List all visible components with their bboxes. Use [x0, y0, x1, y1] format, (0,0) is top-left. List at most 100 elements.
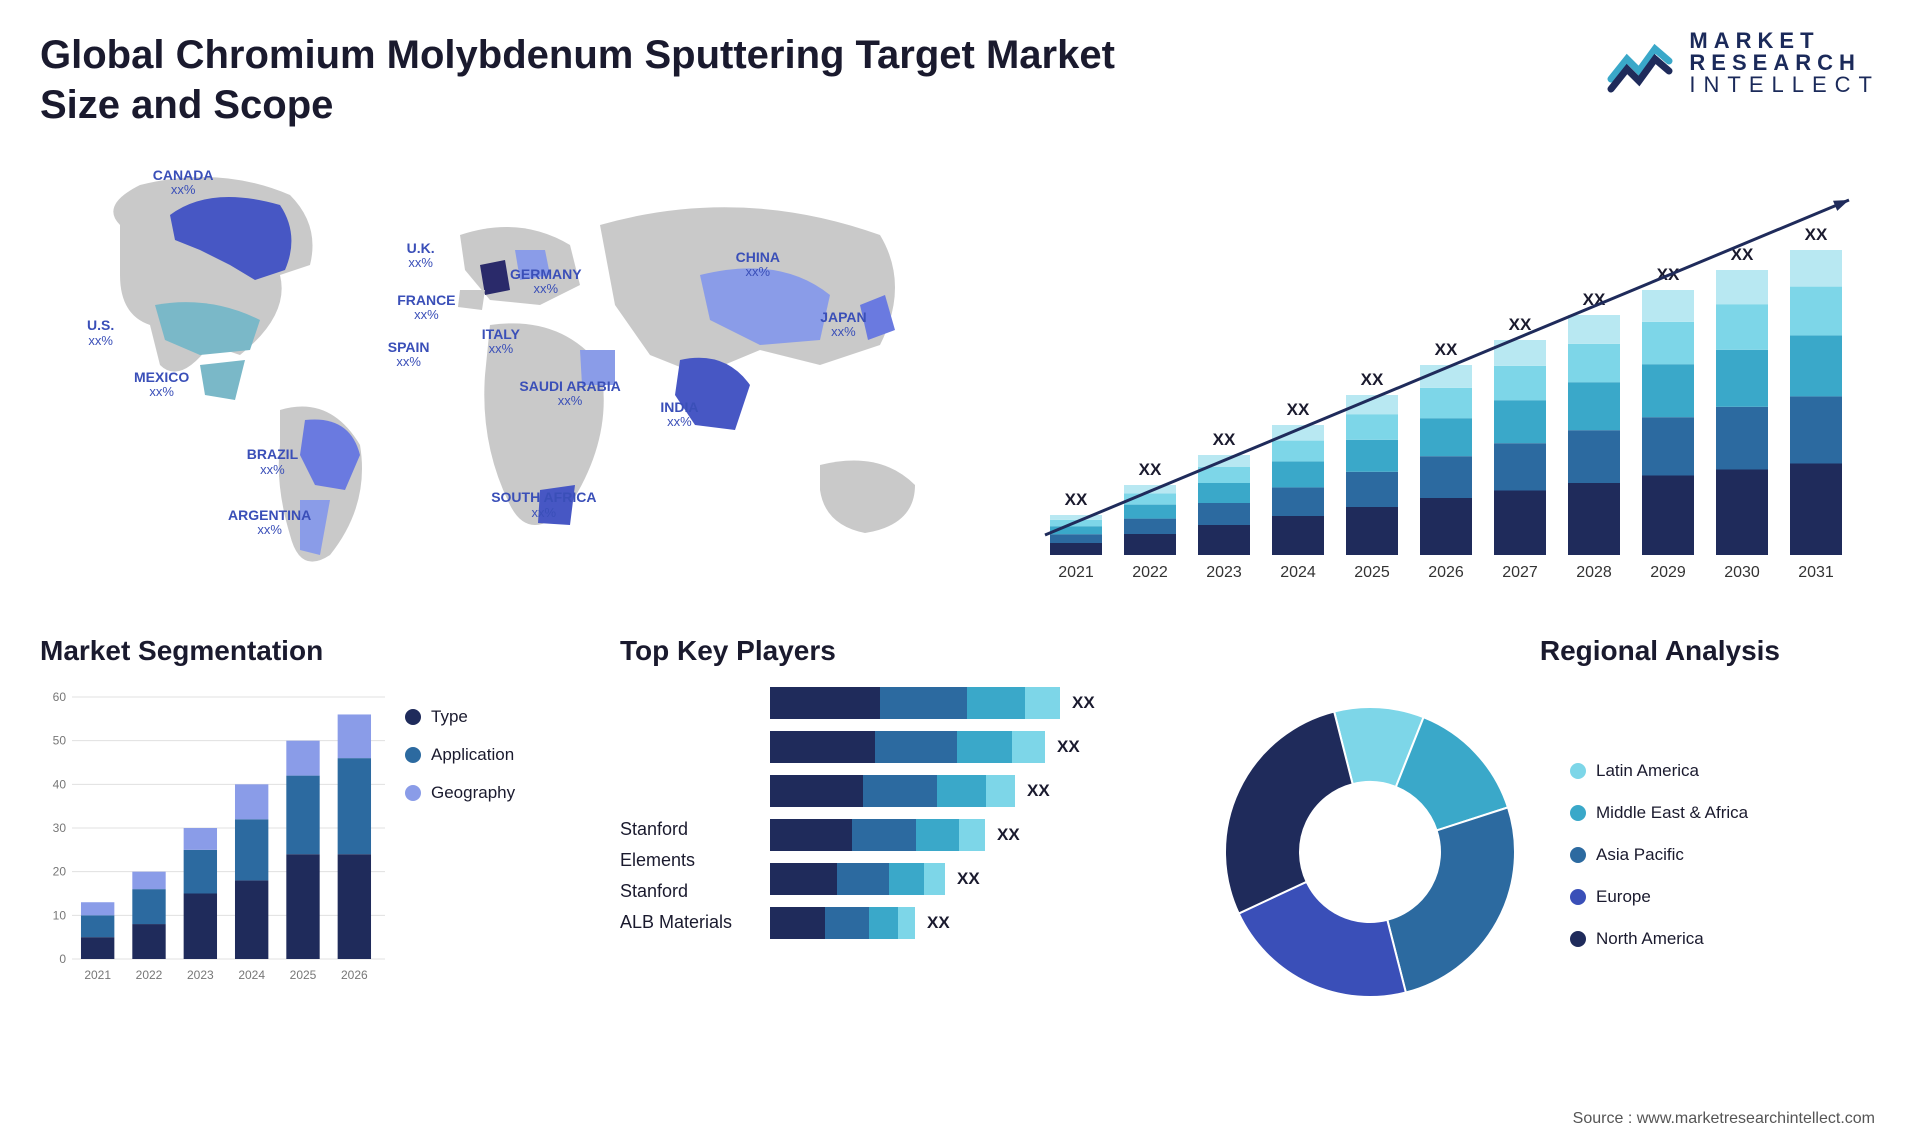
player-bar-seg	[959, 819, 985, 851]
regional-legend-item: Middle East & Africa	[1570, 803, 1748, 823]
seg-bar-seg	[338, 714, 371, 758]
growth-chart-svg: XX2021XX2022XX2023XX2024XX2025XX2026XX20…	[1020, 155, 1880, 585]
growth-bar-seg	[1420, 498, 1472, 555]
growth-bar-seg	[1050, 543, 1102, 555]
logo-line3: INTELLECT	[1689, 74, 1880, 96]
seg-year-label: 2022	[136, 968, 163, 982]
player-bar-seg	[880, 687, 967, 719]
logo-line2: RESEARCH	[1689, 52, 1880, 74]
growth-year-label: 2031	[1798, 564, 1834, 581]
player-bar-row: XX	[770, 687, 1160, 719]
growth-year-label: 2025	[1354, 564, 1390, 581]
players-bars: XXXXXXXXXXXX	[770, 687, 1160, 939]
growth-bar-seg	[1568, 382, 1620, 430]
map-label-france: FRANCExx%	[397, 293, 455, 323]
growth-year-label: 2023	[1206, 564, 1242, 581]
player-bar-value: XX	[997, 825, 1020, 845]
player-bar-value: XX	[1072, 693, 1095, 713]
growth-bar-seg	[1272, 487, 1324, 516]
legend-dot	[405, 709, 421, 725]
player-bar-seg	[875, 731, 958, 763]
growth-year-label: 2026	[1428, 564, 1464, 581]
players-panel: Top Key Players StanfordElementsStanford…	[620, 635, 1160, 1015]
map-label-argentina: ARGENTINAxx%	[228, 508, 311, 538]
legend-label: North America	[1596, 929, 1704, 949]
logo-line1: MARKET	[1689, 30, 1880, 52]
player-bar-seg	[770, 907, 825, 939]
seg-bar-seg	[235, 880, 268, 959]
player-bar-row: XX	[770, 863, 1160, 895]
regional-panel: Regional Analysis Latin AmericaMiddle Ea…	[1190, 635, 1880, 1015]
regional-legend: Latin AmericaMiddle East & AfricaAsia Pa…	[1570, 746, 1748, 949]
player-bar	[770, 687, 1060, 719]
seg-bar-seg	[235, 819, 268, 880]
player-bar-seg	[852, 819, 917, 851]
seg-ytick: 20	[53, 865, 67, 879]
seg-bar-seg	[81, 915, 114, 937]
growth-bar-seg	[1790, 287, 1842, 336]
growth-bar-seg	[1494, 400, 1546, 443]
seg-ytick: 50	[53, 734, 67, 748]
growth-bar-seg	[1346, 472, 1398, 507]
growth-year-label: 2027	[1502, 564, 1538, 581]
growth-chart: XX2021XX2022XX2023XX2024XX2025XX2026XX20…	[1020, 155, 1880, 585]
growth-bar-seg	[1198, 503, 1250, 525]
legend-label: Latin America	[1596, 761, 1699, 781]
legend-dot	[1570, 889, 1586, 905]
growth-bar-seg	[1124, 505, 1176, 519]
growth-bar-seg	[1642, 290, 1694, 322]
growth-bar-seg	[1494, 366, 1546, 400]
player-bar-seg	[770, 819, 852, 851]
growth-bar-seg	[1272, 441, 1324, 462]
player-label: Stanford	[620, 881, 750, 902]
legend-dot	[1570, 805, 1586, 821]
growth-bar-seg	[1790, 464, 1842, 556]
player-bar-seg	[937, 775, 986, 807]
growth-bar-seg	[1642, 476, 1694, 556]
growth-arrow-head	[1833, 200, 1849, 211]
seg-bar-seg	[286, 854, 319, 959]
legend-label: Geography	[431, 783, 515, 803]
player-bar-seg	[1025, 687, 1060, 719]
growth-year-label: 2021	[1058, 564, 1094, 581]
growth-bar-seg	[1642, 322, 1694, 364]
player-bar	[770, 907, 915, 939]
player-bar-seg	[898, 907, 915, 939]
seg-ytick: 10	[53, 908, 67, 922]
growth-bar-seg	[1272, 516, 1324, 555]
seg-bar-seg	[235, 784, 268, 819]
player-bar-row: XX	[770, 775, 1160, 807]
map-label-germany: GERMANYxx%	[510, 267, 582, 297]
map-label-southafrica: SOUTH AFRICAxx%	[491, 490, 596, 520]
player-bar	[770, 775, 1015, 807]
player-bar-seg	[967, 687, 1025, 719]
seg-bar-seg	[338, 758, 371, 854]
legend-dot	[1570, 763, 1586, 779]
seg-bar-seg	[132, 872, 165, 889]
seg-year-label: 2026	[341, 968, 368, 982]
growth-bar-seg	[1642, 417, 1694, 475]
segmentation-panel: Market Segmentation 01020304050602021202…	[40, 635, 590, 1015]
player-bar-seg	[863, 775, 937, 807]
growth-year-label: 2022	[1132, 564, 1168, 581]
growth-bar-seg	[1420, 418, 1472, 456]
legend-dot	[405, 747, 421, 763]
player-label: Stanford	[620, 819, 750, 840]
growth-bar-seg	[1568, 483, 1620, 555]
growth-bar-seg	[1198, 525, 1250, 555]
map-label-spain: SPAINxx%	[388, 340, 430, 370]
seg-year-label: 2024	[238, 968, 265, 982]
growth-bar-seg	[1790, 335, 1842, 396]
seg-year-label: 2025	[290, 968, 317, 982]
growth-bar-label: XX	[1805, 225, 1828, 244]
seg-ytick: 60	[53, 690, 67, 704]
growth-bar-seg	[1198, 483, 1250, 503]
seg-bar-seg	[286, 776, 319, 855]
growth-bar-seg	[1790, 250, 1842, 287]
seg-bar-seg	[184, 894, 217, 960]
growth-bar-seg	[1050, 534, 1102, 543]
donut-slice	[1387, 807, 1515, 992]
map-label-china: CHINAxx%	[736, 250, 780, 280]
growth-bar-seg	[1642, 364, 1694, 417]
page-title: Global Chromium Molybdenum Sputtering Ta…	[40, 30, 1140, 130]
